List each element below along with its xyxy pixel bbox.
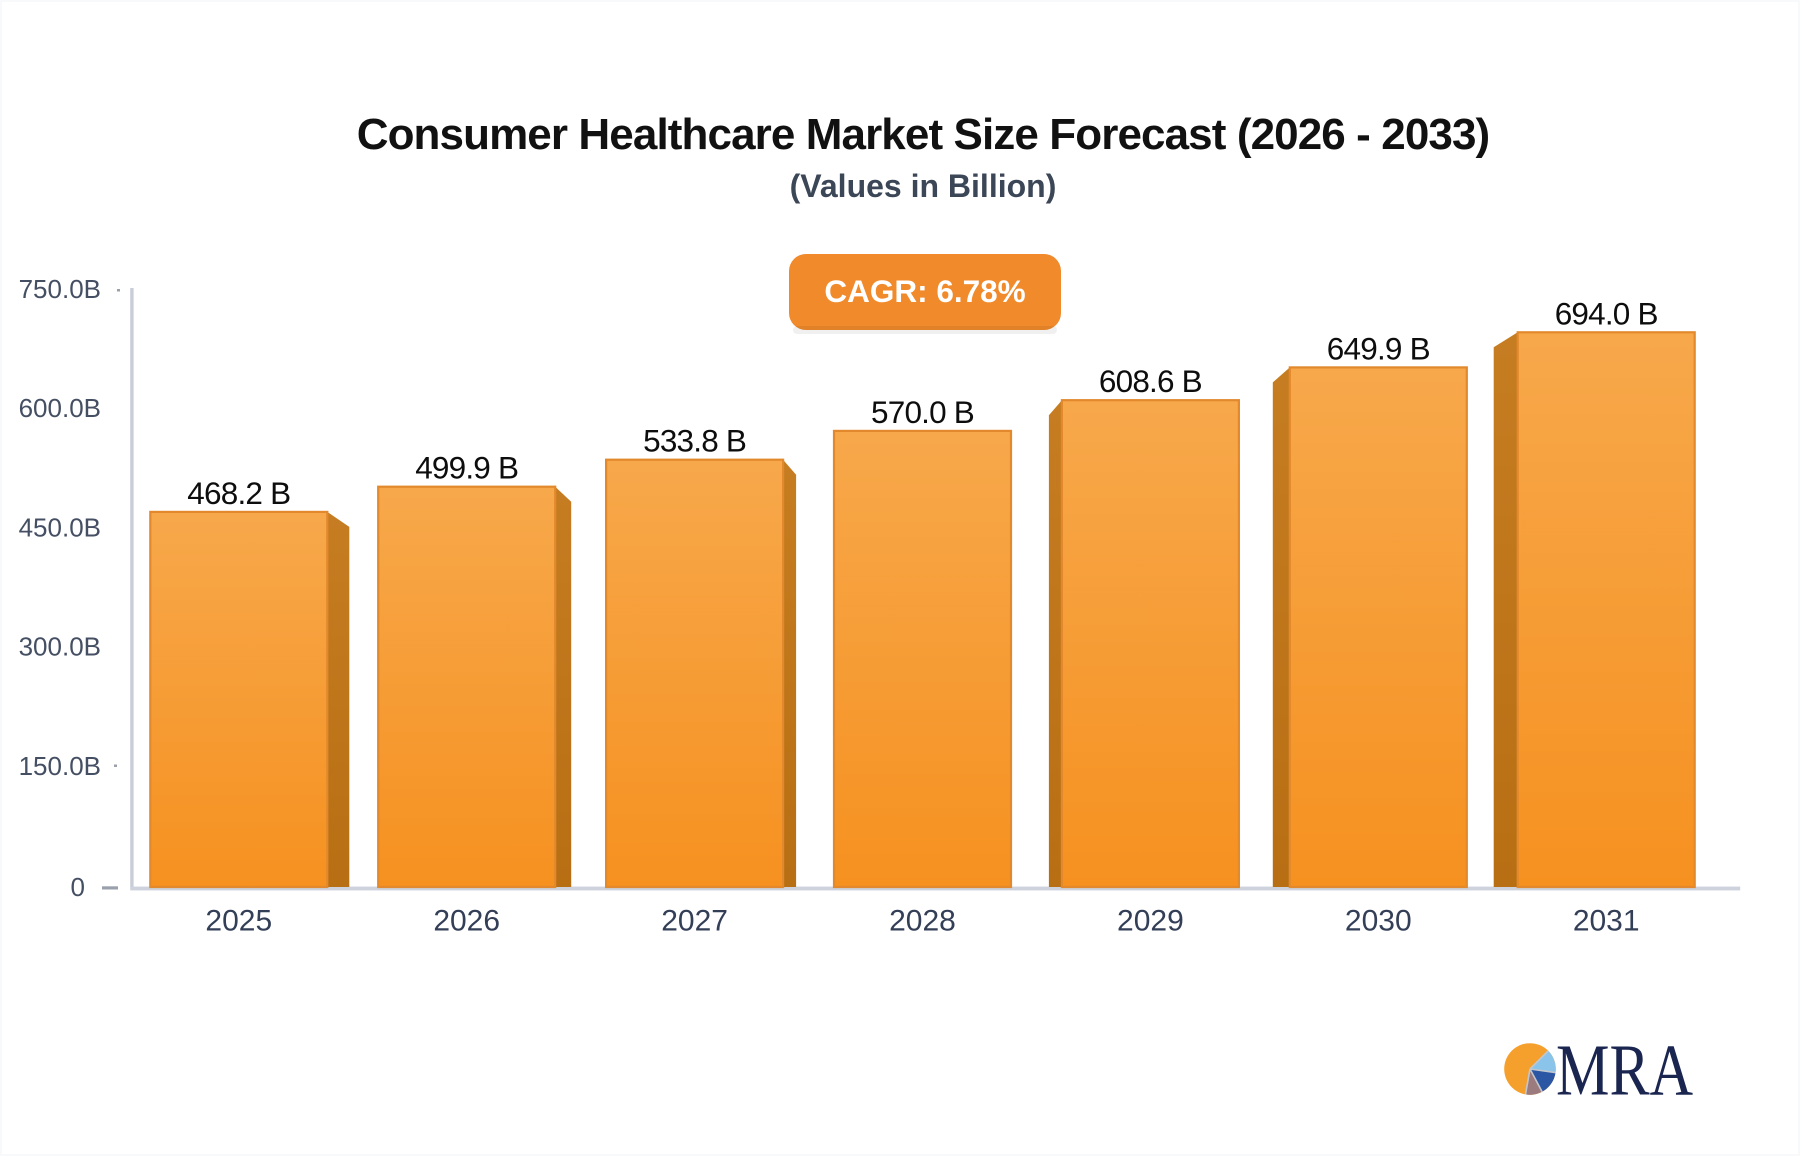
svg-text:499.9 B: 499.9 B xyxy=(415,450,518,486)
svg-text:2027: 2027 xyxy=(661,905,728,938)
svg-text:CAGR: 6.78%: CAGR: 6.78% xyxy=(824,273,1025,309)
svg-text:533.8 B: 533.8 B xyxy=(643,423,746,459)
svg-text:750.0B: 750.0B xyxy=(19,274,101,304)
svg-text:2026: 2026 xyxy=(433,905,500,938)
svg-text:649.9 B: 649.9 B xyxy=(1327,330,1430,366)
svg-text:2031: 2031 xyxy=(1573,905,1640,938)
svg-text:468.2 B: 468.2 B xyxy=(187,475,290,511)
svg-text:694.0 B: 694.0 B xyxy=(1555,295,1658,331)
svg-text:0: 0 xyxy=(71,872,85,902)
svg-text:2030: 2030 xyxy=(1345,905,1412,938)
svg-text:450.0B: 450.0B xyxy=(19,512,101,542)
svg-text:570.0 B: 570.0 B xyxy=(871,394,974,430)
svg-text:MRA: MRA xyxy=(1556,1030,1693,1111)
svg-text:300.0B: 300.0B xyxy=(19,632,101,662)
svg-text:600.0B: 600.0B xyxy=(19,393,101,423)
svg-text:(Values in Billion): (Values in Billion) xyxy=(790,168,1057,204)
svg-text:2028: 2028 xyxy=(889,905,956,938)
svg-text:2025: 2025 xyxy=(205,905,272,938)
svg-text:608.6 B: 608.6 B xyxy=(1099,363,1202,399)
svg-text:150.0B: 150.0B xyxy=(19,751,101,781)
svg-text:Consumer Healthcare Market Siz: Consumer Healthcare Market Size Forecast… xyxy=(357,110,1490,159)
svg-text:2029: 2029 xyxy=(1117,905,1184,938)
